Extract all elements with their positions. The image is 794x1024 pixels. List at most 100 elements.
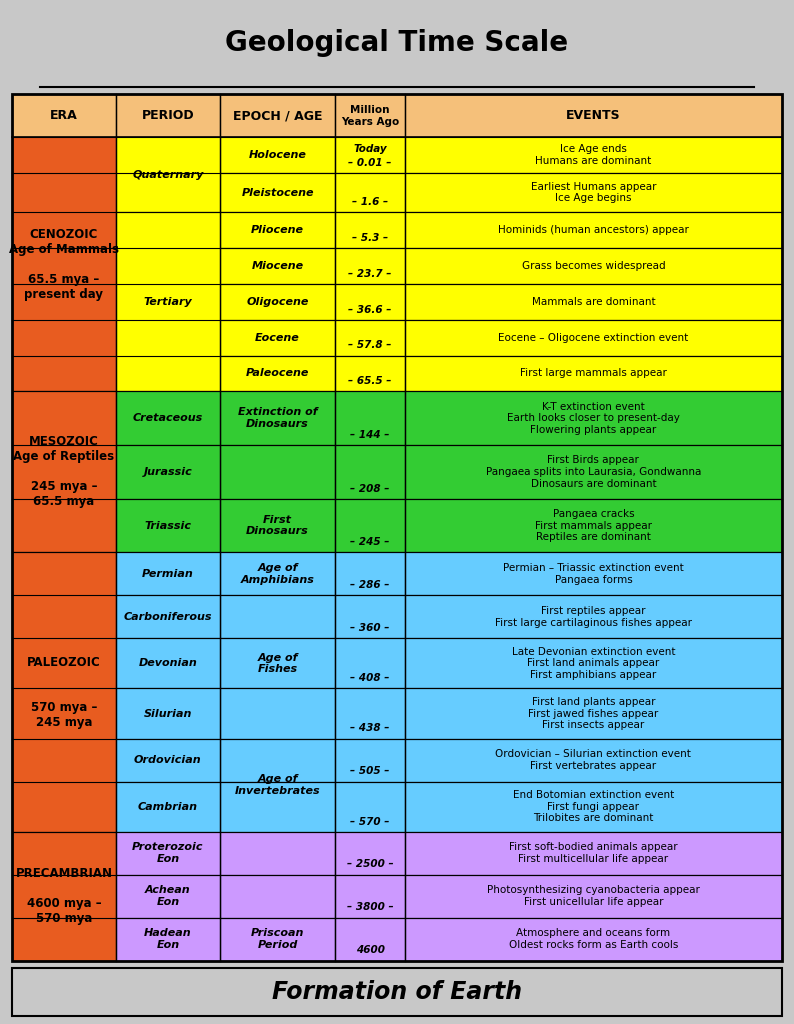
Bar: [220, 499, 335, 552]
Text: Formation of Earth: Formation of Earth: [272, 980, 522, 1004]
Text: – 1.6 –: – 1.6 –: [352, 198, 388, 207]
Text: EVENTS: EVENTS: [566, 110, 621, 122]
Text: ERA: ERA: [50, 110, 78, 122]
Text: – 23.7 –: – 23.7 –: [349, 269, 391, 279]
Text: Mammals are dominant: Mammals are dominant: [532, 297, 655, 307]
Text: Tertiary: Tertiary: [144, 297, 192, 307]
Text: – 144 –: – 144 –: [350, 430, 390, 440]
Bar: [220, 173, 335, 212]
Text: Pliocene: Pliocene: [251, 225, 304, 236]
Bar: [405, 355, 782, 391]
Bar: [220, 595, 335, 638]
Bar: [220, 552, 335, 595]
Text: Eocene – Oligocene extinction event: Eocene – Oligocene extinction event: [499, 333, 688, 343]
Bar: [116, 94, 220, 137]
Bar: [220, 94, 335, 137]
Text: – 5.3 –: – 5.3 –: [352, 233, 388, 243]
Bar: [220, 918, 335, 961]
Text: PRECAMBRIAN

4600 mya –
570 mya: PRECAMBRIAN 4600 mya – 570 mya: [15, 867, 113, 925]
Bar: [405, 874, 782, 918]
Text: Million
Years Ago: Million Years Ago: [341, 104, 399, 127]
Text: First large mammals appear: First large mammals appear: [520, 369, 667, 379]
Text: Cambrian: Cambrian: [138, 802, 198, 812]
Bar: [405, 391, 782, 445]
Text: Permian: Permian: [142, 569, 194, 579]
Bar: [335, 552, 405, 595]
Bar: [116, 595, 220, 638]
Text: – 57.8 –: – 57.8 –: [349, 340, 391, 350]
Text: – 36.6 –: – 36.6 –: [349, 305, 391, 314]
Bar: [405, 738, 782, 781]
Text: Grass becomes widespread: Grass becomes widespread: [522, 261, 665, 271]
Bar: [405, 94, 782, 137]
Text: Ice Age ends
Humans are dominant: Ice Age ends Humans are dominant: [535, 144, 652, 166]
Text: Cretaceous: Cretaceous: [133, 414, 203, 423]
Text: First soft-bodied animals appear
First multicellular life appear: First soft-bodied animals appear First m…: [509, 843, 678, 864]
Bar: [335, 391, 405, 445]
Text: Eocene: Eocene: [255, 333, 300, 343]
Bar: [116, 552, 220, 595]
Text: First
Dinosaurs: First Dinosaurs: [246, 515, 309, 537]
Text: – 505 –: – 505 –: [350, 766, 390, 776]
Bar: [405, 831, 782, 874]
Text: Achean
Eon: Achean Eon: [145, 886, 191, 907]
Bar: [220, 248, 335, 284]
Bar: [116, 874, 220, 918]
Bar: [335, 595, 405, 638]
Bar: [220, 391, 335, 445]
Text: – 208 –: – 208 –: [350, 483, 390, 494]
Bar: [405, 137, 782, 173]
Bar: [116, 781, 220, 831]
Bar: [405, 284, 782, 319]
Text: Quaternary: Quaternary: [132, 170, 203, 180]
Text: – 286 –: – 286 –: [350, 581, 390, 590]
Bar: [335, 212, 405, 248]
Bar: [335, 499, 405, 552]
Bar: [335, 445, 405, 499]
Bar: [335, 918, 405, 961]
Bar: [405, 552, 782, 595]
Bar: [116, 445, 220, 499]
Bar: [405, 445, 782, 499]
Bar: [12, 94, 782, 961]
Bar: [116, 391, 220, 445]
Bar: [220, 284, 335, 319]
Bar: [405, 499, 782, 552]
Text: Ordovician – Silurian extinction event
First vertebrates appear: Ordovician – Silurian extinction event F…: [495, 750, 692, 771]
Bar: [335, 319, 405, 355]
Text: Oligocene: Oligocene: [246, 297, 309, 307]
Text: Age of
Invertebrates: Age of Invertebrates: [235, 774, 321, 796]
Bar: [220, 137, 335, 173]
Text: Age of
Amphibians: Age of Amphibians: [241, 563, 314, 585]
Bar: [116, 212, 220, 391]
Text: Carboniferous: Carboniferous: [124, 612, 212, 622]
Text: K-T extinction event
Earth looks closer to present-day
Flowering plants appear: K-T extinction event Earth looks closer …: [507, 401, 680, 435]
Bar: [220, 445, 335, 499]
Text: 4600: 4600: [356, 945, 384, 955]
Bar: [335, 355, 405, 391]
Text: EPOCH / AGE: EPOCH / AGE: [233, 110, 322, 122]
Bar: [335, 874, 405, 918]
Bar: [116, 918, 220, 961]
Text: Ordovician: Ordovician: [134, 755, 202, 765]
Bar: [220, 831, 335, 874]
Bar: [116, 738, 220, 781]
Text: End Botomian extinction event
First fungi appear
Trilobites are dominant: End Botomian extinction event First fung…: [513, 790, 674, 823]
Bar: [12, 552, 116, 831]
Text: Age of
Fishes: Age of Fishes: [257, 652, 298, 674]
Bar: [405, 595, 782, 638]
Text: Devonian: Devonian: [138, 658, 197, 669]
Text: MESOZOIC
Age of Reptiles

245 mya –
65.5 mya: MESOZOIC Age of Reptiles 245 mya – 65.5 …: [13, 435, 114, 508]
Bar: [220, 638, 335, 688]
Text: Photosynthesizing cyanobacteria appear
First unicellular life appear: Photosynthesizing cyanobacteria appear F…: [487, 886, 700, 907]
Bar: [335, 781, 405, 831]
Text: Geological Time Scale: Geological Time Scale: [225, 29, 569, 57]
Text: First Birds appear
Pangaea splits into Laurasia, Gondwanna
Dinosaurs are dominan: First Birds appear Pangaea splits into L…: [486, 456, 701, 488]
Bar: [220, 688, 335, 738]
Bar: [116, 638, 220, 688]
Bar: [116, 831, 220, 874]
Text: Pleistocene: Pleistocene: [241, 187, 314, 198]
Bar: [220, 319, 335, 355]
Text: Jurassic: Jurassic: [144, 467, 192, 477]
Bar: [405, 173, 782, 212]
